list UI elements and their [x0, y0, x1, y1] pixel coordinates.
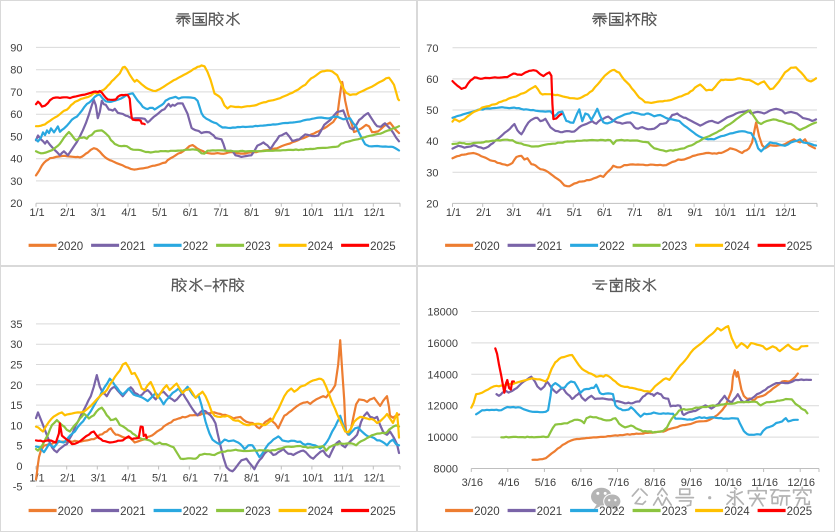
svg-text:30: 30	[10, 339, 22, 351]
svg-text:6/1: 6/1	[597, 207, 612, 219]
svg-text:11/1: 11/1	[333, 473, 354, 485]
svg-text:2021: 2021	[537, 506, 563, 518]
svg-text:2025: 2025	[787, 241, 813, 253]
svg-text:12/1: 12/1	[364, 207, 385, 219]
svg-text:70: 70	[426, 43, 438, 55]
svg-text:1/1: 1/1	[29, 207, 44, 219]
svg-text:30: 30	[426, 167, 438, 179]
svg-text:2023: 2023	[662, 241, 688, 253]
svg-text:9/1: 9/1	[275, 473, 290, 485]
svg-text:2023: 2023	[245, 241, 271, 253]
svg-text:8000: 8000	[434, 464, 458, 476]
svg-text:18000: 18000	[427, 307, 458, 319]
svg-text:2022: 2022	[599, 241, 625, 253]
svg-text:2025: 2025	[370, 241, 396, 253]
svg-text:10/1: 10/1	[715, 207, 736, 219]
svg-text:2/1: 2/1	[476, 207, 491, 219]
svg-text:5: 5	[16, 441, 22, 453]
svg-text:40: 40	[426, 136, 438, 148]
svg-text:11/1: 11/1	[745, 207, 766, 219]
svg-text:2022: 2022	[183, 506, 209, 518]
svg-text:16000: 16000	[427, 338, 458, 350]
svg-text:1/1: 1/1	[446, 207, 461, 219]
svg-text:14000: 14000	[427, 369, 458, 381]
svg-text:2022: 2022	[599, 506, 625, 518]
svg-text:2025: 2025	[370, 506, 396, 518]
svg-text:35: 35	[10, 319, 22, 331]
svg-text:3/1: 3/1	[91, 473, 106, 485]
svg-text:9/1: 9/1	[275, 207, 290, 219]
svg-text:4/1: 4/1	[121, 473, 136, 485]
svg-text:60: 60	[10, 109, 22, 121]
svg-text:3/1: 3/1	[506, 207, 521, 219]
svg-text:8/16: 8/16	[644, 477, 665, 489]
svg-text:2024: 2024	[724, 241, 750, 253]
svg-text:2020: 2020	[474, 506, 500, 518]
svg-text:7/16: 7/16	[608, 477, 629, 489]
svg-text:2023: 2023	[245, 506, 271, 518]
svg-text:7/1: 7/1	[213, 473, 228, 485]
svg-text:-5: -5	[13, 481, 23, 493]
svg-text:80: 80	[10, 65, 22, 77]
svg-text:50: 50	[426, 105, 438, 117]
svg-text:6/1: 6/1	[183, 207, 198, 219]
svg-text:9/16: 9/16	[681, 477, 702, 489]
svg-text:10/1: 10/1	[302, 473, 323, 485]
svg-text:6/1: 6/1	[183, 473, 198, 485]
svg-text:2020: 2020	[58, 506, 84, 518]
svg-text:2021: 2021	[120, 241, 146, 253]
svg-text:2020: 2020	[474, 241, 500, 253]
svg-text:8/1: 8/1	[657, 207, 672, 219]
svg-text:5/1: 5/1	[152, 207, 167, 219]
svg-text:2020: 2020	[58, 241, 84, 253]
svg-text:5/16: 5/16	[535, 477, 556, 489]
svg-text:25: 25	[10, 360, 22, 372]
svg-text:12/1: 12/1	[775, 207, 796, 219]
svg-text:50: 50	[10, 131, 22, 143]
svg-text:3/1: 3/1	[91, 207, 106, 219]
svg-text:30: 30	[10, 176, 22, 188]
svg-text:9/1: 9/1	[687, 207, 702, 219]
svg-text:2/1: 2/1	[60, 473, 75, 485]
svg-text:10/16: 10/16	[714, 477, 742, 489]
svg-text:20: 20	[10, 380, 22, 392]
svg-text:6/16: 6/16	[571, 477, 592, 489]
svg-text:4/16: 4/16	[498, 477, 519, 489]
svg-text:2021: 2021	[537, 241, 563, 253]
svg-text:2022: 2022	[183, 241, 209, 253]
svg-text:4/1: 4/1	[536, 207, 551, 219]
svg-text:10: 10	[10, 420, 22, 432]
svg-text:2024: 2024	[308, 506, 334, 518]
svg-text:8/1: 8/1	[244, 473, 259, 485]
svg-text:5/1: 5/1	[567, 207, 582, 219]
svg-text:2024: 2024	[308, 241, 334, 253]
svg-text:7/1: 7/1	[213, 207, 228, 219]
svg-text:8/1: 8/1	[244, 207, 259, 219]
svg-text:12/1: 12/1	[364, 473, 385, 485]
svg-text:5/1: 5/1	[152, 473, 167, 485]
svg-text:2023: 2023	[662, 506, 688, 518]
svg-text:2/1: 2/1	[60, 207, 75, 219]
svg-text:15: 15	[10, 400, 22, 412]
svg-text:10/1: 10/1	[302, 207, 323, 219]
svg-text:12000: 12000	[427, 401, 458, 413]
svg-text:60: 60	[426, 74, 438, 86]
svg-text:11/1: 11/1	[333, 207, 354, 219]
svg-text:2025: 2025	[787, 506, 813, 518]
svg-text:0: 0	[16, 461, 22, 473]
svg-text:40: 40	[10, 154, 22, 166]
svg-text:2021: 2021	[120, 506, 146, 518]
svg-text:70: 70	[10, 87, 22, 99]
svg-text:12/16: 12/16	[787, 477, 815, 489]
svg-text:20: 20	[426, 198, 438, 210]
svg-text:3/16: 3/16	[462, 477, 483, 489]
svg-text:11/16: 11/16	[751, 477, 778, 489]
svg-text:7/1: 7/1	[627, 207, 642, 219]
svg-text:2024: 2024	[724, 506, 750, 518]
svg-text:90: 90	[10, 42, 22, 54]
svg-text:20: 20	[10, 198, 22, 210]
svg-text:4/1: 4/1	[121, 207, 136, 219]
svg-text:10000: 10000	[427, 432, 458, 444]
